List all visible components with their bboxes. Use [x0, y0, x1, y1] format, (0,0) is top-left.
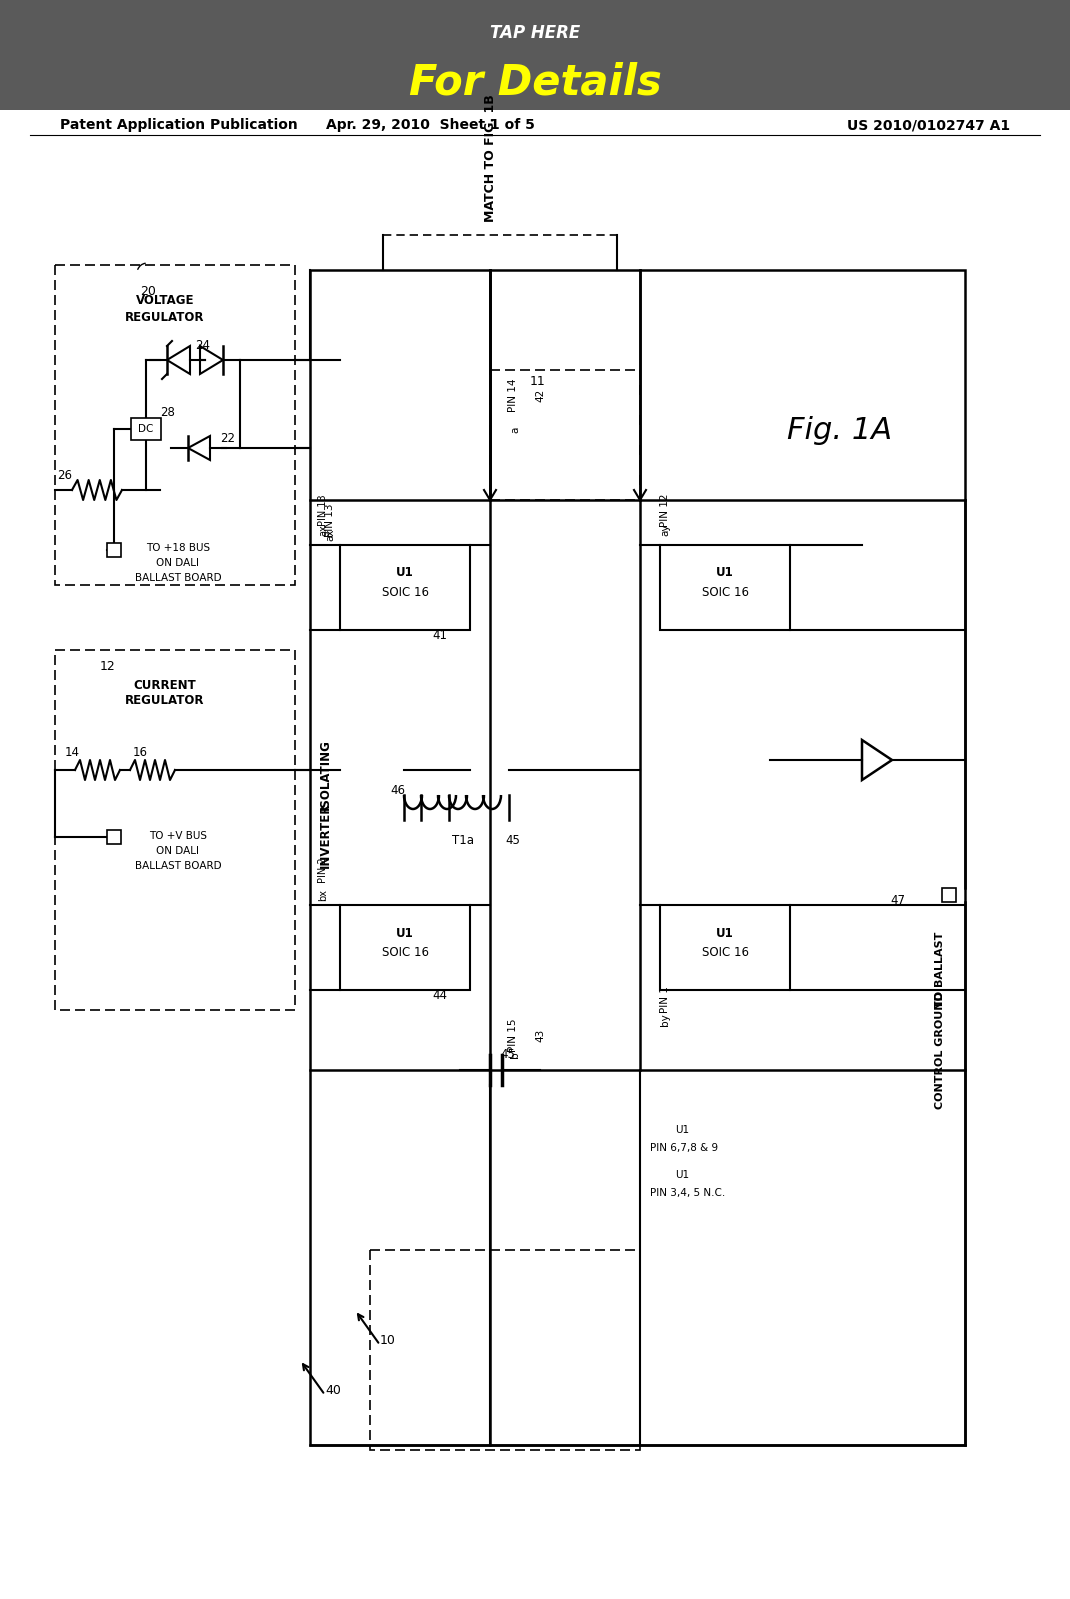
Text: Fig. 1A: Fig. 1A: [788, 416, 892, 445]
Text: 11: 11: [530, 376, 546, 389]
Text: For Details: For Details: [409, 61, 661, 104]
Text: 41: 41: [432, 628, 447, 641]
Text: U1: U1: [396, 566, 414, 579]
Text: PIN 3,4, 5 N.C.: PIN 3,4, 5 N.C.: [649, 1188, 725, 1198]
Text: 14: 14: [65, 745, 80, 758]
Text: ax: ax: [325, 529, 335, 540]
Text: PIN 12: PIN 12: [660, 492, 670, 526]
Text: U1: U1: [716, 566, 734, 579]
Text: TO +V BUS: TO +V BUS: [149, 831, 207, 841]
Text: VOLTAGE: VOLTAGE: [136, 294, 195, 307]
Bar: [660, 545, 790, 630]
Text: SOIC 16: SOIC 16: [382, 945, 428, 958]
Text: PIN 2: PIN 2: [318, 857, 328, 883]
Text: TAP HERE: TAP HERE: [490, 24, 580, 42]
Bar: [55, 651, 295, 1011]
Text: T1a: T1a: [452, 833, 474, 846]
Bar: [340, 545, 470, 630]
Text: 20: 20: [140, 285, 156, 297]
Text: 45: 45: [505, 833, 520, 846]
Text: PIN 15: PIN 15: [508, 1019, 518, 1052]
Text: U1: U1: [675, 1126, 689, 1135]
Text: PIN 14: PIN 14: [508, 379, 518, 413]
Text: REGULATOR: REGULATOR: [125, 310, 204, 323]
Bar: [660, 905, 790, 990]
Bar: [107, 544, 121, 556]
Text: 42: 42: [535, 389, 545, 401]
Text: DC: DC: [138, 424, 154, 433]
Bar: [55, 265, 295, 585]
Text: INVERTER: INVERTER: [319, 803, 332, 868]
Text: ON DALI: ON DALI: [156, 558, 199, 568]
Text: MATCH TO FIG. 1B: MATCH TO FIG. 1B: [484, 94, 496, 222]
Text: SOIC 16: SOIC 16: [702, 585, 749, 598]
Bar: [942, 887, 956, 902]
Text: CONTROL GROUND: CONTROL GROUND: [935, 991, 945, 1108]
Text: BALLAST BOARD: BALLAST BOARD: [135, 572, 221, 584]
Text: ON DALI: ON DALI: [156, 846, 199, 855]
Text: U1: U1: [675, 1170, 689, 1180]
Text: Patent Application Publication: Patent Application Publication: [60, 118, 297, 133]
Text: Apr. 29, 2010  Sheet 1 of 5: Apr. 29, 2010 Sheet 1 of 5: [325, 118, 534, 133]
Text: 10: 10: [380, 1334, 396, 1346]
Text: 28: 28: [160, 406, 175, 419]
Bar: [131, 417, 160, 440]
Text: SOIC 16: SOIC 16: [382, 585, 428, 598]
Text: ISOLATING: ISOLATING: [319, 740, 332, 811]
Text: CURRENT: CURRENT: [134, 678, 197, 691]
Bar: [340, 905, 470, 990]
Text: PIN 6,7,8 & 9: PIN 6,7,8 & 9: [649, 1143, 718, 1153]
Text: U1: U1: [716, 926, 734, 940]
Bar: [107, 830, 121, 844]
Text: 24: 24: [195, 339, 210, 352]
Text: PIN 1: PIN 1: [660, 987, 670, 1014]
Text: 47: 47: [890, 894, 905, 907]
Text: ay: ay: [660, 524, 670, 536]
Text: TO +18 BUS: TO +18 BUS: [146, 544, 210, 553]
Text: 43: 43: [535, 1028, 545, 1041]
Bar: [370, 1250, 640, 1450]
Text: 46: 46: [389, 784, 406, 796]
Text: SOIC 16: SOIC 16: [702, 945, 749, 958]
Text: 45: 45: [500, 1049, 515, 1062]
Text: bx: bx: [318, 889, 328, 900]
Text: 40: 40: [325, 1383, 341, 1396]
Text: REGULATOR: REGULATOR: [125, 694, 204, 707]
Bar: [310, 270, 965, 1445]
Text: 44: 44: [432, 988, 447, 1001]
Text: by: by: [660, 1014, 670, 1027]
Text: US 2010/0102747 A1: US 2010/0102747 A1: [846, 118, 1010, 133]
Text: U1: U1: [396, 926, 414, 940]
Bar: [0, 0, 1070, 110]
Bar: [490, 369, 640, 500]
Text: BALLAST BOARD: BALLAST BOARD: [135, 860, 221, 871]
Text: TO BALLAST: TO BALLAST: [935, 932, 945, 1009]
Text: 16: 16: [133, 745, 148, 758]
Text: b: b: [510, 1052, 520, 1059]
Text: 26: 26: [57, 469, 72, 481]
Text: a: a: [510, 427, 520, 433]
Text: ax: ax: [318, 524, 328, 536]
Text: PIN 13: PIN 13: [318, 494, 328, 526]
Text: 22: 22: [220, 432, 235, 445]
Text: 12: 12: [100, 660, 116, 673]
Text: PIN 13: PIN 13: [325, 504, 335, 537]
